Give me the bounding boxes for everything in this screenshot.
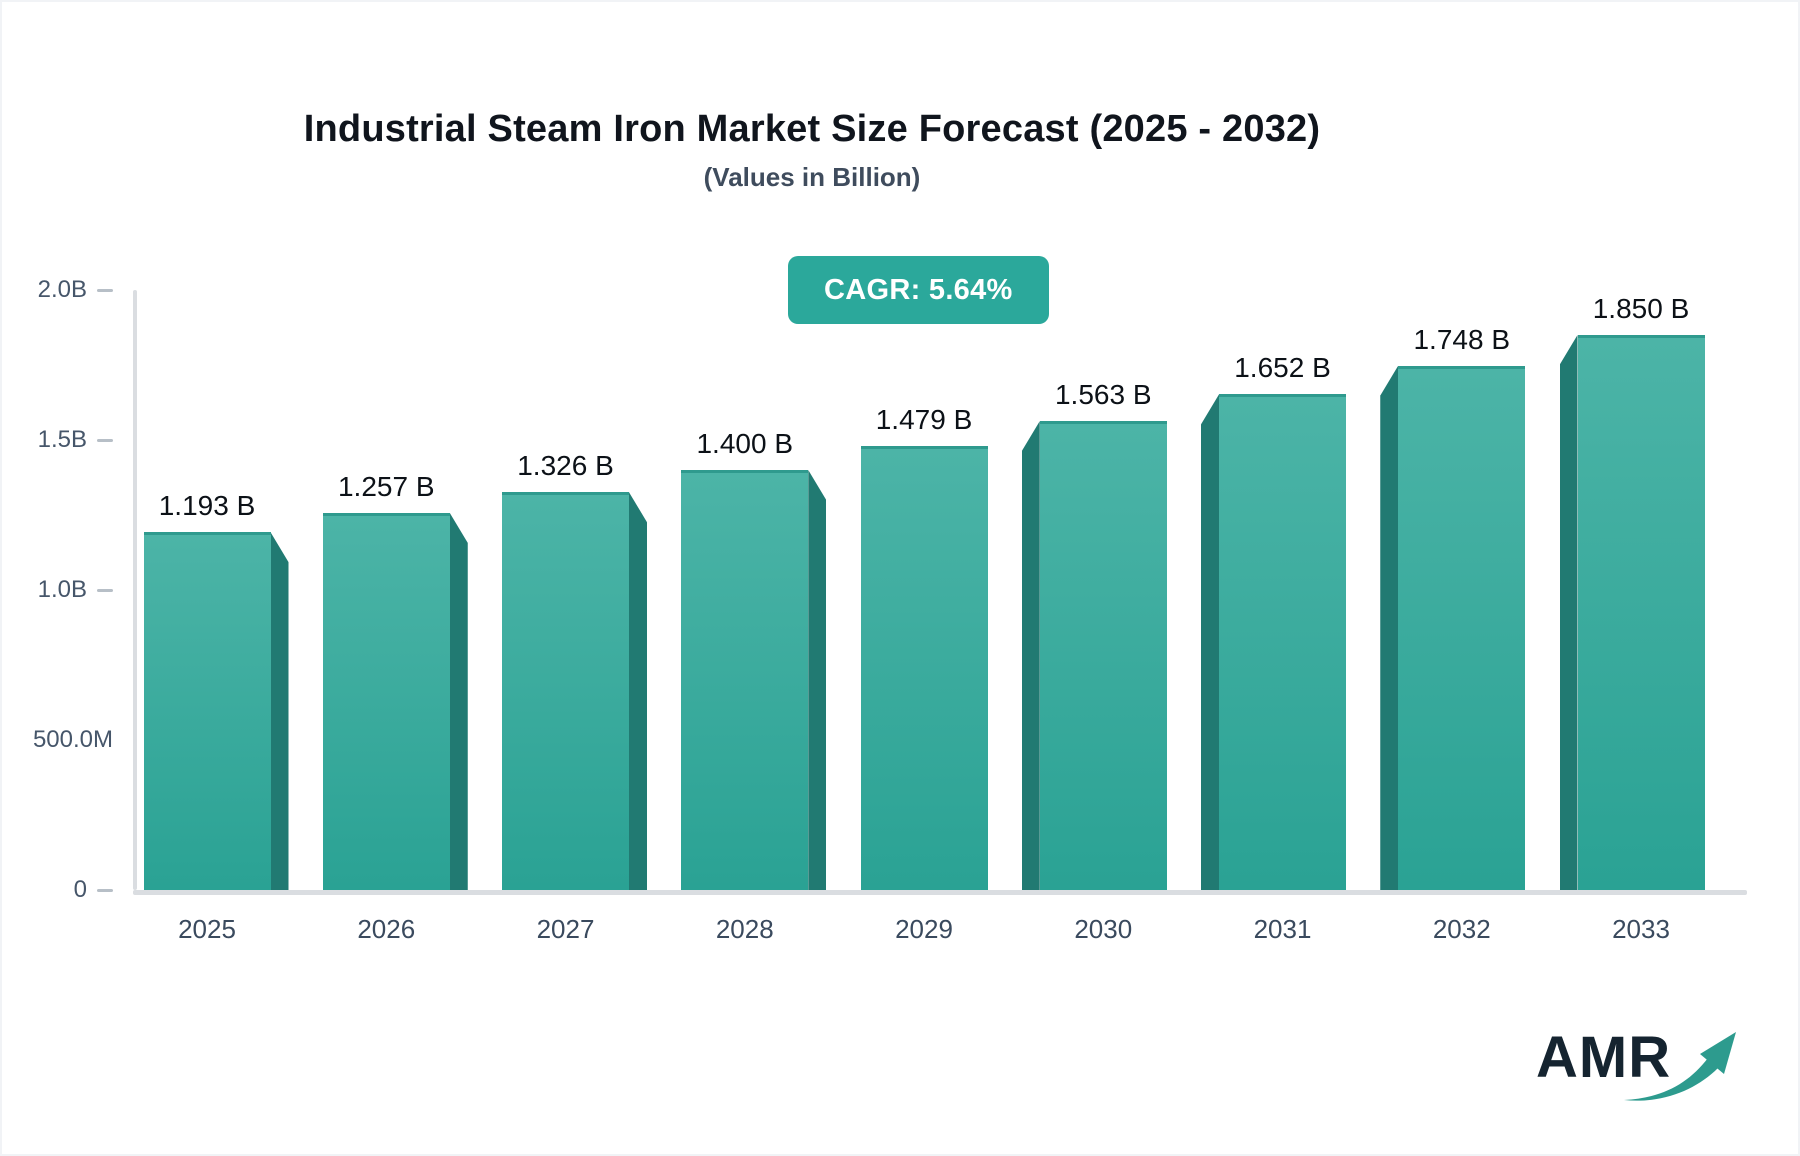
bar-2027: 1.326 B xyxy=(502,450,647,890)
y-tick-label: 1.5B xyxy=(37,426,87,453)
x-axis-label-2031: 2031 xyxy=(1253,914,1312,944)
bar-3d-side xyxy=(1201,394,1219,890)
x-axis-label-2032: 2032 xyxy=(1432,914,1491,944)
bar-face xyxy=(1039,421,1167,890)
x-axis-label-2033: 2033 xyxy=(1612,914,1670,944)
bar-value-label: 1.257 B xyxy=(337,470,435,502)
amr-logo: AMR xyxy=(1536,1024,1736,1114)
logo-text: AMR xyxy=(1536,1025,1672,1090)
y-axis-line xyxy=(133,290,137,890)
bar-3d-side xyxy=(270,532,289,890)
x-axis-label-2027: 2027 xyxy=(536,914,595,944)
y-tick-dash xyxy=(97,288,113,292)
bar-face xyxy=(681,470,809,890)
bar-face xyxy=(143,532,271,890)
bar-2025: 1.193 B xyxy=(143,490,289,890)
bar-2028: 1.400 B xyxy=(681,428,827,890)
x-axis-line xyxy=(133,890,1747,895)
growth-arrow-icon xyxy=(1624,1032,1736,1101)
y-tick-dash xyxy=(97,888,113,892)
y-tick-1.0B: 1.0B xyxy=(38,576,113,604)
cagr-badge: CAGR: 5.64% xyxy=(788,256,1049,324)
bar-value-label: 1.193 B xyxy=(158,490,256,522)
x-axis-label-2025: 2025 xyxy=(178,914,236,944)
y-tick-dash xyxy=(97,588,113,592)
y-tick-label: 500.0M xyxy=(32,726,113,753)
bar-3d-side xyxy=(808,470,827,890)
y-tick-0: 0 xyxy=(74,876,113,904)
y-tick-label: 2.0B xyxy=(37,276,87,303)
y-tick-label: 1.0B xyxy=(37,576,87,603)
bar-2032: 1.748 B xyxy=(1380,324,1526,890)
bar-2026: 1.257 B xyxy=(322,471,468,890)
bar-face xyxy=(1219,394,1346,890)
bar-2030: 1.563 B xyxy=(1021,379,1167,890)
bar-value-label: 1.563 B xyxy=(1054,379,1152,411)
y-tick-2.0B: 2.0B xyxy=(38,276,113,304)
x-axis-label-2030: 2030 xyxy=(1074,914,1133,944)
x-axis-label-2026: 2026 xyxy=(357,914,416,944)
y-tick-500.0M: 500.0M xyxy=(33,726,113,754)
bar-value-label: 1.850 B xyxy=(1592,293,1690,324)
x-axis-label-2028: 2028 xyxy=(715,914,774,944)
bar-3d-side xyxy=(1559,335,1578,890)
bar-value-label: 1.400 B xyxy=(696,428,794,459)
bar-value-label: 1.652 B xyxy=(1234,352,1331,384)
y-tick-1.5B: 1.5B xyxy=(38,426,113,454)
bar-value-label: 1.748 B xyxy=(1413,323,1511,355)
bar-3d-side xyxy=(1380,365,1399,890)
bar-face xyxy=(322,512,450,890)
bar-3d-side xyxy=(1021,421,1040,890)
bar-value-label: 1.326 B xyxy=(517,450,614,482)
chart-title: Industrial Steam Iron Market Size Foreca… xyxy=(303,108,1321,150)
plot-area: 2.0B 1.5B 1.0B 500.0M 0 1.193 B 2025 1.257 B 202… xyxy=(33,276,1747,944)
bar-face xyxy=(1398,365,1526,890)
y-tick-label: 0 xyxy=(73,876,87,903)
bar-3d-side xyxy=(629,492,647,890)
bar-face xyxy=(1577,335,1705,890)
y-tick-dash xyxy=(97,438,113,442)
bar-2029: 1.479 B xyxy=(860,404,988,890)
bar-3d-side xyxy=(449,512,468,890)
bar-face xyxy=(860,446,988,890)
bar-value-label: 1.479 B xyxy=(875,404,973,436)
bar-face xyxy=(502,492,629,890)
x-axis-label-2029: 2029 xyxy=(895,914,953,944)
chart-subtitle: (Values in Billion) xyxy=(703,162,921,192)
bar-2033: 1.850 B xyxy=(1559,293,1705,890)
bar-2031: 1.652 B xyxy=(1201,352,1346,890)
